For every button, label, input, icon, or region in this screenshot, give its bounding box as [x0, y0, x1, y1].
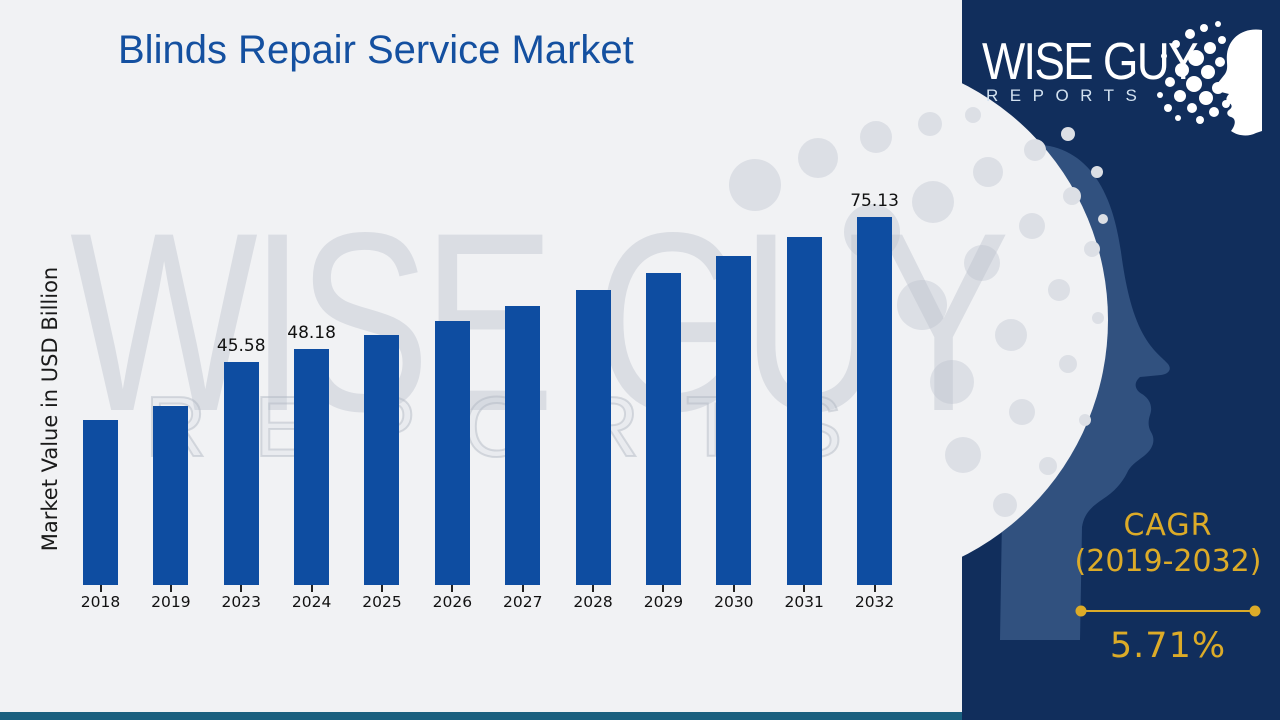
- logo-face-icon: [1157, 21, 1262, 136]
- x-axis-tick-2025: [380, 585, 383, 592]
- bar-2029: [645, 273, 681, 585]
- x-axis-tick-2027: [521, 585, 524, 592]
- bar-2031: [786, 236, 822, 585]
- x-axis-tick-2032: [873, 585, 876, 592]
- x-tick-label-2029: 2029: [643, 593, 684, 611]
- cagr-divider-line: [1075, 605, 1261, 617]
- footer-strip: [0, 712, 962, 720]
- x-axis-tick-2019: [169, 585, 172, 592]
- cagr-divider-endpoint-left: [1075, 605, 1087, 617]
- bar-2025: [364, 335, 400, 585]
- x-tick-label-2032: 2032: [854, 593, 895, 611]
- bar-value-label-2032: 75.13: [850, 190, 899, 211]
- x-axis-tick-2028: [592, 585, 595, 592]
- bar-value-label-2024: 48.18: [287, 322, 336, 343]
- x-tick-label-2019: 2019: [151, 593, 191, 611]
- bar-2023: [223, 361, 259, 585]
- bar-value-label-2023: 45.58: [216, 335, 266, 356]
- cagr-value: 5.71%: [1109, 626, 1227, 666]
- x-tick-label-2025: 2025: [362, 593, 402, 611]
- cagr-block: CAGR (2019-2032) 5.71%: [1068, 508, 1268, 666]
- bar-2018: [83, 420, 118, 585]
- x-tick-label-2024: 2024: [291, 593, 332, 611]
- bar-2027: [505, 306, 541, 585]
- x-tick-label-2027: 2027: [502, 593, 543, 611]
- x-axis-tick-2029: [662, 585, 665, 592]
- x-tick-label-2030: 2030: [714, 593, 754, 611]
- x-tick-label-2031: 2031: [784, 593, 824, 611]
- bar-2030: [716, 255, 752, 585]
- bar-2019: [153, 406, 189, 585]
- x-tick-label-2026: 2026: [432, 593, 473, 611]
- logo-wordmark: WISE GUY: [982, 33, 1199, 91]
- x-tick-label-2018: 2018: [80, 593, 121, 611]
- logo-subtext: REPORTS: [986, 86, 1149, 105]
- x-axis-tick-2024: [310, 585, 313, 592]
- x-axis-tick-2026: [451, 585, 454, 592]
- x-tick-label-2028: 2028: [573, 593, 613, 611]
- bar-2028: [575, 290, 611, 585]
- x-tick-label-2023: 2023: [221, 593, 261, 611]
- cagr-range: (2019-2032): [1074, 544, 1262, 579]
- x-axis-tick-2030: [732, 585, 735, 592]
- x-axis-tick-2031: [803, 585, 806, 592]
- x-axis-tick-2023: [240, 585, 243, 592]
- watermark-dots: [729, 107, 1108, 517]
- bar-2032: [857, 216, 893, 585]
- x-axis-tick-2018: [99, 585, 102, 592]
- bar-2024: [294, 348, 330, 585]
- bar-2026: [434, 321, 470, 585]
- cagr-label: CAGR: [1123, 508, 1213, 543]
- page-title: Blinds Repair Service Market: [118, 28, 634, 72]
- cagr-divider-endpoint-right: [1249, 605, 1261, 617]
